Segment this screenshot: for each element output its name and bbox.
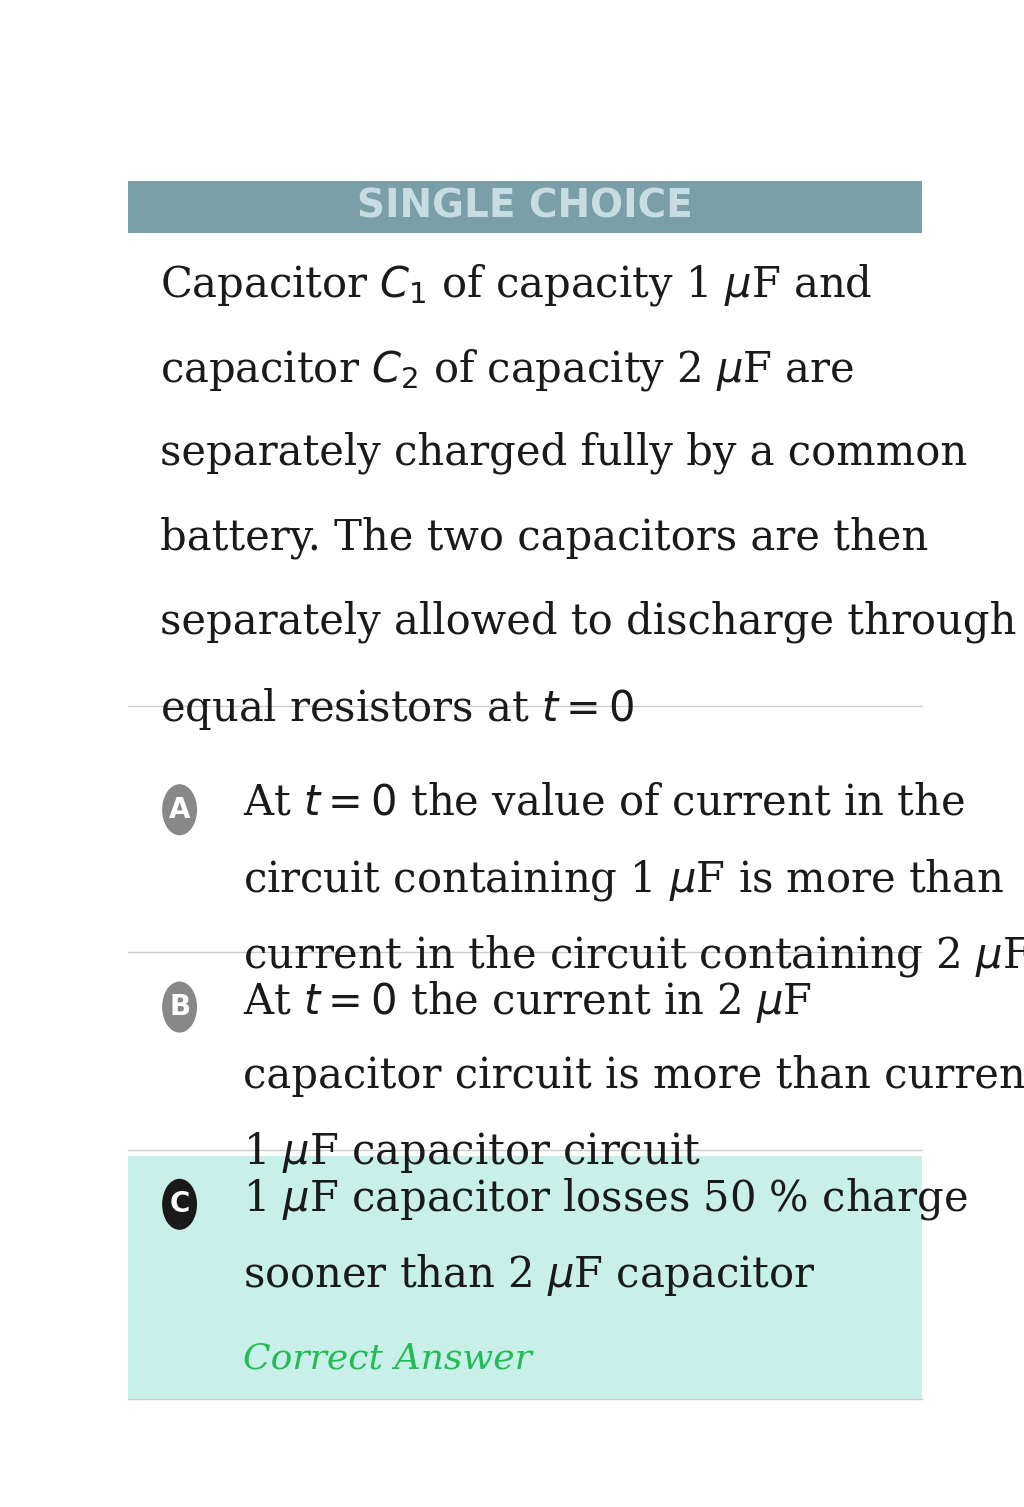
Circle shape xyxy=(162,784,197,835)
Text: current in the circuit containing 2 $\mu$F: current in the circuit containing 2 $\mu… xyxy=(243,933,1024,978)
Text: separately charged fully by a common: separately charged fully by a common xyxy=(160,431,967,475)
Text: sooner than 2 $\mu$F capacitor: sooner than 2 $\mu$F capacitor xyxy=(243,1252,816,1298)
Circle shape xyxy=(162,1178,197,1230)
Text: B: B xyxy=(169,993,190,1022)
FancyBboxPatch shape xyxy=(128,958,922,1150)
Text: At $t = 0$ the value of current in the: At $t = 0$ the value of current in the xyxy=(243,782,965,824)
Text: circuit containing 1 $\mu$F is more than: circuit containing 1 $\mu$F is more than xyxy=(243,857,1005,903)
FancyBboxPatch shape xyxy=(128,234,922,702)
Text: 1 $\mu$F capacitor circuit: 1 $\mu$F capacitor circuit xyxy=(243,1130,700,1175)
Text: Capacitor $C_1$ of capacity 1 $\mu$F and: Capacitor $C_1$ of capacity 1 $\mu$F and xyxy=(160,262,872,307)
Text: C: C xyxy=(169,1191,189,1218)
Text: capacitor circuit is more than current in: capacitor circuit is more than current i… xyxy=(243,1055,1024,1097)
Text: separately allowed to discharge through: separately allowed to discharge through xyxy=(160,601,1016,643)
FancyBboxPatch shape xyxy=(128,181,922,234)
Text: 1 $\mu$F capacitor losses 50 % charge: 1 $\mu$F capacitor losses 50 % charge xyxy=(243,1177,968,1222)
FancyBboxPatch shape xyxy=(128,1156,922,1400)
Text: A: A xyxy=(169,796,190,824)
Text: At $t = 0$ the current in 2 $\mu$F: At $t = 0$ the current in 2 $\mu$F xyxy=(243,980,812,1025)
Text: equal resistors at $t = 0$: equal resistors at $t = 0$ xyxy=(160,686,634,731)
Text: capacitor $C_2$ of capacity 2 $\mu$F are: capacitor $C_2$ of capacity 2 $\mu$F are xyxy=(160,347,854,393)
Text: SINGLE CHOICE: SINGLE CHOICE xyxy=(357,188,692,226)
FancyBboxPatch shape xyxy=(128,761,922,952)
Circle shape xyxy=(162,981,197,1032)
Text: battery. The two capacitors are then: battery. The two capacitors are then xyxy=(160,517,928,559)
Text: Correct Answer: Correct Answer xyxy=(243,1341,531,1376)
